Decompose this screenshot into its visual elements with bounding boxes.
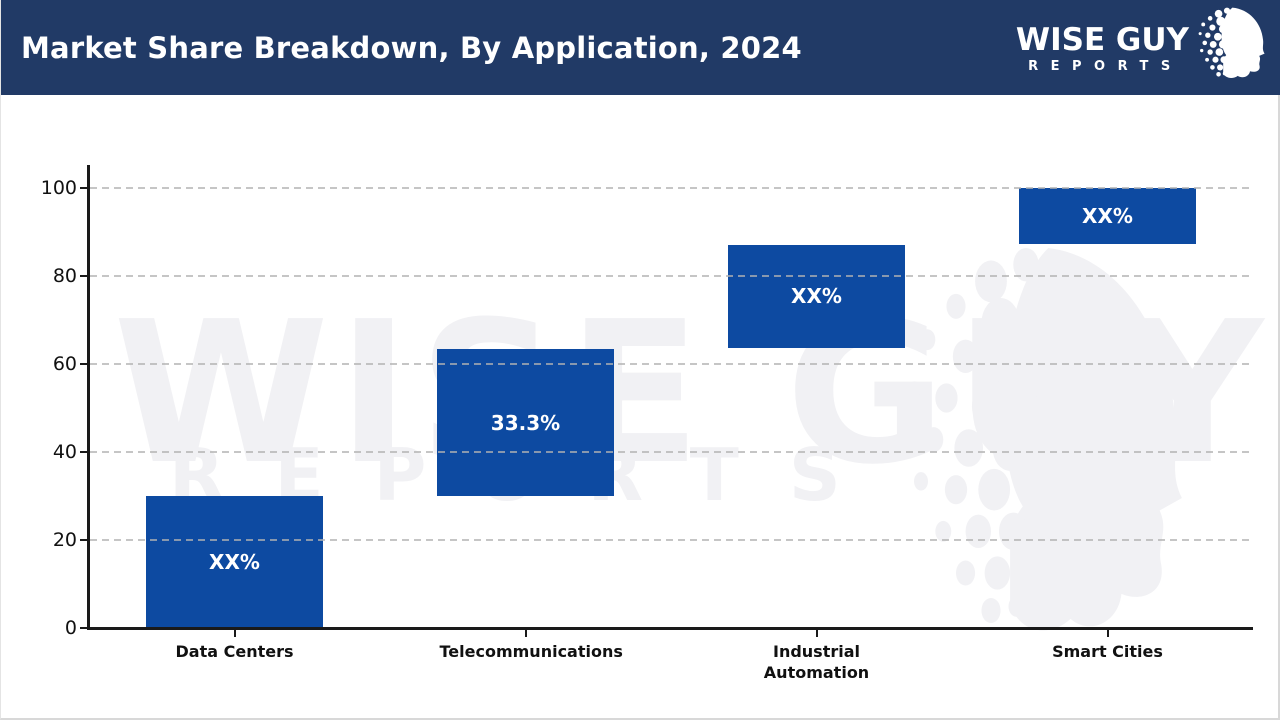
x-tickmark-telecommunications xyxy=(524,629,527,637)
y-tick-label-40: 40 xyxy=(52,441,77,463)
y-tickmark-60 xyxy=(80,363,89,365)
page-title: Market Share Breakdown, By Application, … xyxy=(21,30,802,65)
gridline-40 xyxy=(90,451,1253,453)
bar-data-centers xyxy=(146,496,323,628)
bar-value-label-telecommunications: 33.3% xyxy=(490,410,561,435)
x-tick-label-smart-cities: Smart Cities xyxy=(1052,642,1163,661)
y-tick-label-60: 60 xyxy=(52,353,77,375)
x-axis-line xyxy=(87,627,1253,630)
gridline-80 xyxy=(90,275,1253,277)
gridline-100 xyxy=(90,187,1253,189)
gridline-20 xyxy=(90,539,1253,541)
y-tickmark-100 xyxy=(80,187,89,189)
y-tickmark-40 xyxy=(80,451,89,453)
logo-wordmark: WISE GUY xyxy=(1015,22,1189,59)
x-tickmark-data-centers xyxy=(233,629,236,637)
wise-guy-logo: WISE GUY REPORTS xyxy=(1016,4,1271,94)
logo-text: WISE GUY REPORTS xyxy=(1016,24,1189,74)
bar-smart-cities xyxy=(1019,188,1196,245)
y-axis-line xyxy=(87,165,90,629)
x-tickmark-industrial-automation xyxy=(815,629,818,637)
bar-industrial-automation xyxy=(728,245,905,348)
y-tick-label-0: 0 xyxy=(64,617,77,639)
x-tickmark-smart-cities xyxy=(1106,629,1109,637)
bar-value-label-industrial-automation: XX% xyxy=(791,284,842,309)
x-tick-label-industrial-automation: Industrial Automation xyxy=(763,642,870,682)
x-tick-label-data-centers: Data Centers xyxy=(175,642,294,661)
header-bar: Market Share Breakdown, By Application, … xyxy=(1,0,1280,95)
y-tickmark-0 xyxy=(80,627,89,629)
y-tickmark-20 xyxy=(80,539,89,541)
y-tickmark-80 xyxy=(80,275,89,277)
gridline-60 xyxy=(90,363,1253,365)
bar-value-label-data-centers: XX% xyxy=(209,550,260,574)
x-tick-label-telecommunications: Telecommunications xyxy=(439,642,623,661)
y-tick-label-20: 20 xyxy=(52,529,77,551)
logo-face-icon xyxy=(1198,7,1265,78)
y-tick-label-100: 100 xyxy=(40,177,77,199)
bar-telecommunications xyxy=(437,349,614,496)
bar-value-label-smart-cities: XX% xyxy=(1082,204,1133,229)
y-tick-label-80: 80 xyxy=(52,265,77,287)
logo-subtitle: REPORTS xyxy=(1028,58,1183,74)
